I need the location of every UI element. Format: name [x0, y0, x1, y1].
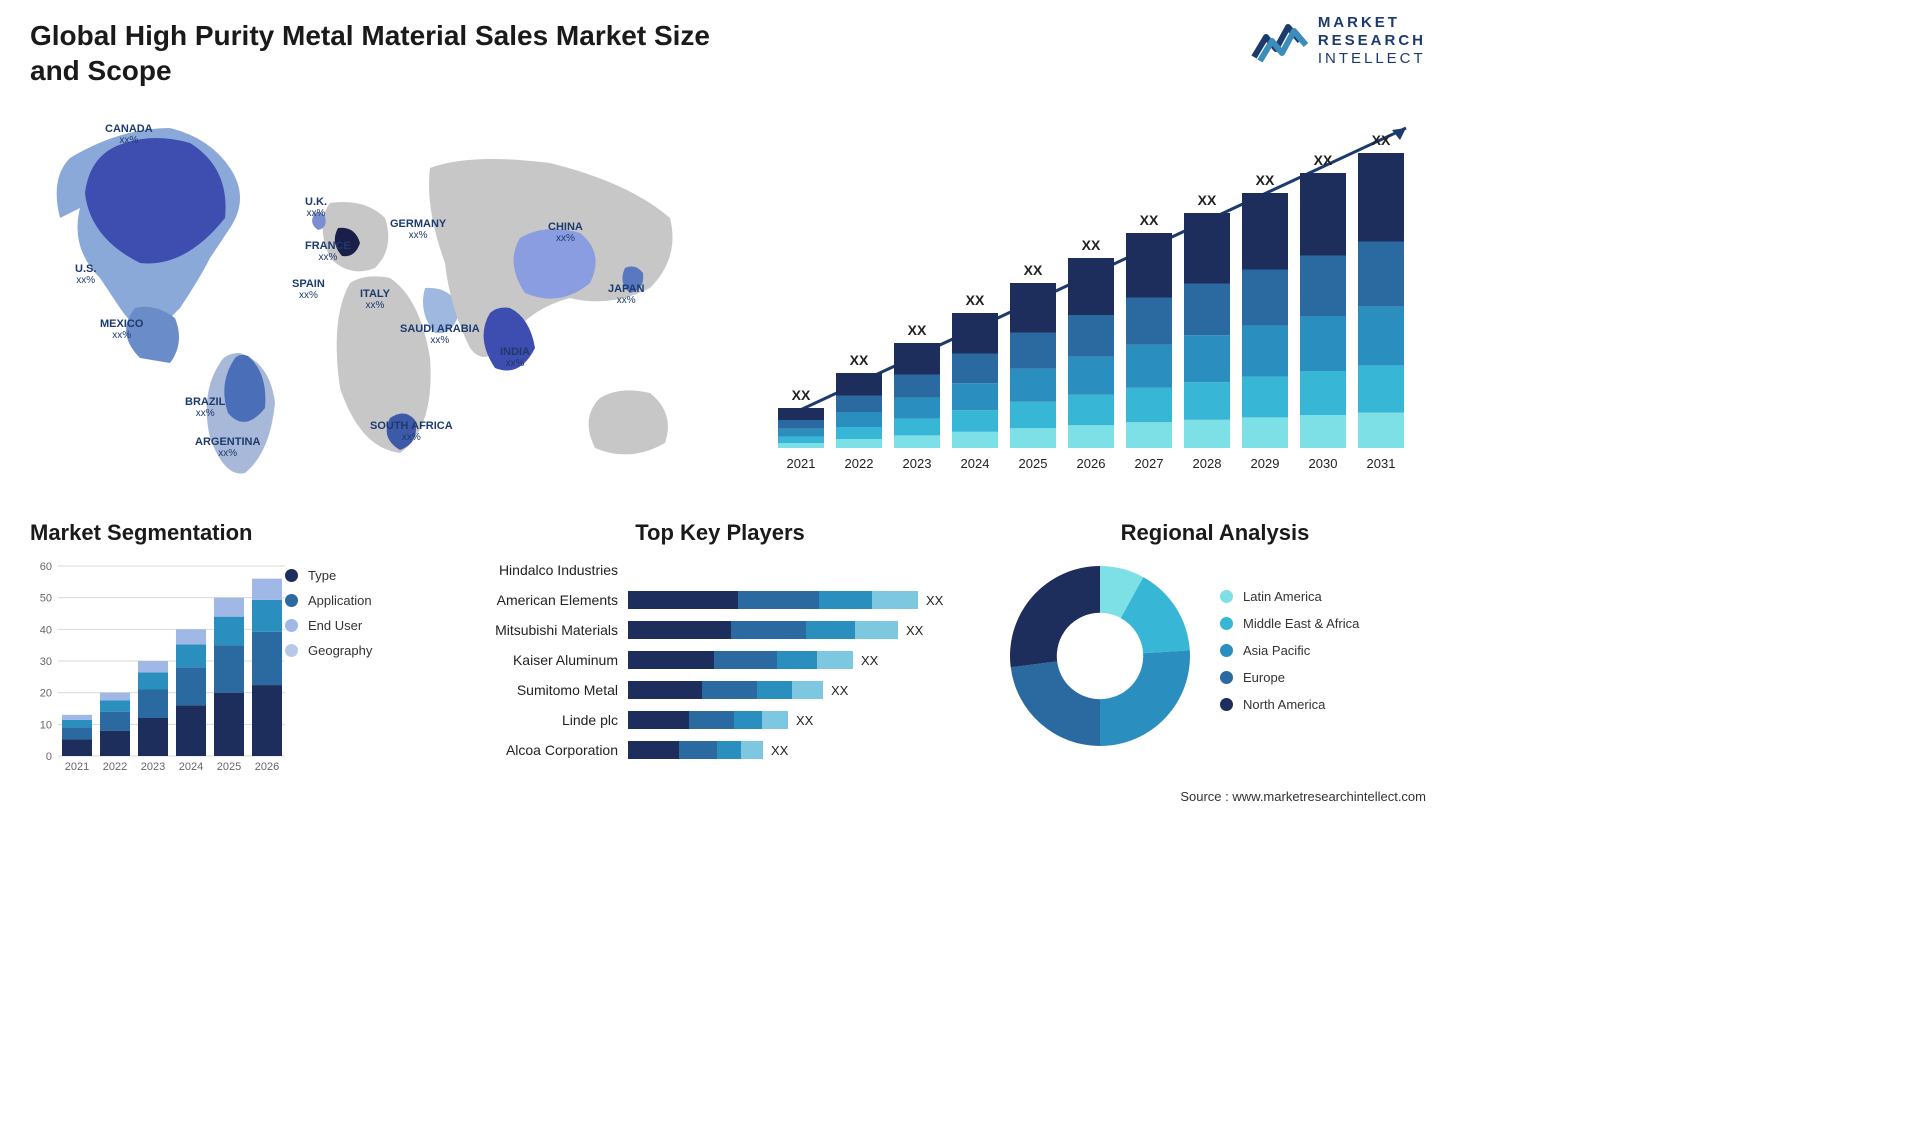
svg-text:2027: 2027	[1135, 456, 1164, 471]
key-player-value: XX	[771, 743, 788, 758]
segmentation-title: Market Segmentation	[30, 520, 440, 546]
key-player-value: XX	[906, 623, 923, 638]
svg-text:2026: 2026	[1077, 456, 1106, 471]
svg-text:20: 20	[40, 688, 52, 700]
key-player-row: Alcoa Corporation XX	[460, 736, 980, 764]
legend-item: Geography	[285, 643, 372, 658]
svg-text:XX: XX	[850, 352, 869, 368]
svg-text:2023: 2023	[903, 456, 932, 471]
key-player-label: Mitsubishi Materials	[460, 622, 628, 638]
svg-text:XX: XX	[966, 292, 985, 308]
svg-text:30: 30	[40, 656, 52, 668]
key-players-section: Top Key Players Hindalco Industries Ameri…	[460, 520, 980, 766]
key-player-label: Kaiser Aluminum	[460, 652, 628, 668]
svg-text:2021: 2021	[65, 761, 89, 773]
country-label: U.S.xx%	[75, 263, 96, 286]
growth-bar-chart: XX 2021 XX 2022 XX 2023 XX 2024 XX 2025 XX 2026 XX 20…	[766, 108, 1426, 478]
country-label: INDIAxx%	[500, 346, 530, 369]
regional-section: Regional Analysis Latin America Middle Ea…	[1000, 520, 1430, 756]
svg-text:2029: 2029	[1251, 456, 1280, 471]
donut-chart	[1000, 556, 1200, 756]
svg-text:40: 40	[40, 624, 52, 636]
svg-text:2024: 2024	[961, 456, 990, 471]
country-label: U.K.xx%	[305, 196, 327, 219]
regional-legend: Latin America Middle East & Africa Asia Pa…	[1220, 589, 1359, 724]
svg-text:50: 50	[40, 593, 52, 605]
logo-icon	[1250, 17, 1308, 65]
legend-item: Type	[285, 568, 372, 583]
logo-text: MARKET RESEARCH INTELLECT	[1318, 14, 1426, 68]
svg-text:0: 0	[46, 751, 52, 763]
country-label: CANADAxx%	[105, 123, 153, 146]
svg-text:XX: XX	[792, 387, 811, 403]
key-players-title: Top Key Players	[460, 520, 980, 546]
key-player-label: Hindalco Industries	[460, 562, 628, 578]
key-players-list: Hindalco IndustriesAmerican ElementsXXMi…	[460, 556, 980, 764]
svg-text:XX: XX	[1372, 132, 1391, 148]
svg-text:2022: 2022	[845, 456, 874, 471]
svg-text:2026: 2026	[255, 761, 279, 773]
country-label: ITALYxx%	[360, 288, 390, 311]
svg-text:2030: 2030	[1309, 456, 1338, 471]
legend-item: North America	[1220, 697, 1359, 712]
svg-text:60: 60	[40, 561, 52, 573]
svg-text:2025: 2025	[1019, 456, 1048, 471]
regional-title: Regional Analysis	[1000, 520, 1430, 546]
key-player-label: Linde plc	[460, 712, 628, 728]
key-player-value: XX	[861, 653, 878, 668]
svg-text:XX: XX	[1024, 262, 1043, 278]
svg-text:2021: 2021	[787, 456, 816, 471]
svg-text:XX: XX	[1140, 212, 1159, 228]
key-player-row: Hindalco Industries	[460, 556, 980, 584]
key-player-row: Mitsubishi Materials XX	[460, 616, 980, 644]
key-player-row: Linde plc XX	[460, 706, 980, 734]
legend-item: Europe	[1220, 670, 1359, 685]
key-player-row: Sumitomo Metal XX	[460, 676, 980, 704]
segmentation-section: Market Segmentation 0 10 20 30 40 50 60 2021 202…	[30, 520, 440, 781]
svg-text:2028: 2028	[1193, 456, 1222, 471]
segmentation-legend: Type Application End User Geography	[285, 568, 372, 668]
svg-text:2031: 2031	[1367, 456, 1396, 471]
svg-text:2023: 2023	[141, 761, 165, 773]
key-player-label: Sumitomo Metal	[460, 682, 628, 698]
svg-text:10: 10	[40, 719, 52, 731]
key-player-row: American Elements XX	[460, 586, 980, 614]
svg-text:XX: XX	[1314, 152, 1333, 168]
segmentation-chart: 0 10 20 30 40 50 60 2021 2022 2023 2024 2025 2026	[30, 556, 285, 776]
country-label: SOUTH AFRICAxx%	[370, 420, 453, 443]
page-title: Global High Purity Metal Material Sales …	[30, 18, 710, 88]
country-label: CHINAxx%	[548, 221, 583, 244]
svg-text:XX: XX	[1198, 192, 1217, 208]
legend-item: Asia Pacific	[1220, 643, 1359, 658]
world-map: CANADAxx% U.S.xx% MEXICOxx% BRAZILxx% ARGENT…	[30, 108, 710, 488]
country-label: FRANCExx%	[305, 240, 351, 263]
svg-text:XX: XX	[908, 322, 927, 338]
legend-item: Middle East & Africa	[1220, 616, 1359, 631]
country-label: GERMANYxx%	[390, 218, 446, 241]
country-label: JAPANxx%	[608, 283, 644, 306]
svg-text:2025: 2025	[217, 761, 241, 773]
svg-text:XX: XX	[1256, 172, 1275, 188]
country-label: BRAZILxx%	[185, 396, 225, 419]
legend-item: Application	[285, 593, 372, 608]
key-player-label: Alcoa Corporation	[460, 742, 628, 758]
key-player-value: XX	[831, 683, 848, 698]
svg-text:2022: 2022	[103, 761, 127, 773]
country-label: SPAINxx%	[292, 278, 325, 301]
growth-chart-svg: XX 2021 XX 2022 XX 2023 XX 2024 XX 2025 XX 2026 XX 20…	[766, 108, 1426, 478]
country-label: SAUDI ARABIAxx%	[400, 323, 480, 346]
country-label: ARGENTINAxx%	[195, 436, 260, 459]
svg-text:2024: 2024	[179, 761, 203, 773]
source-attribution: Source : www.marketresearchintellect.com	[1180, 789, 1426, 804]
legend-item: Latin America	[1220, 589, 1359, 604]
key-player-row: Kaiser Aluminum XX	[460, 646, 980, 674]
svg-text:XX: XX	[1082, 237, 1101, 253]
legend-item: End User	[285, 618, 372, 633]
country-label: MEXICOxx%	[100, 318, 143, 341]
brand-logo: MARKET RESEARCH INTELLECT	[1250, 14, 1426, 68]
key-player-label: American Elements	[460, 592, 628, 608]
key-player-value: XX	[796, 713, 813, 728]
key-player-value: XX	[926, 593, 943, 608]
